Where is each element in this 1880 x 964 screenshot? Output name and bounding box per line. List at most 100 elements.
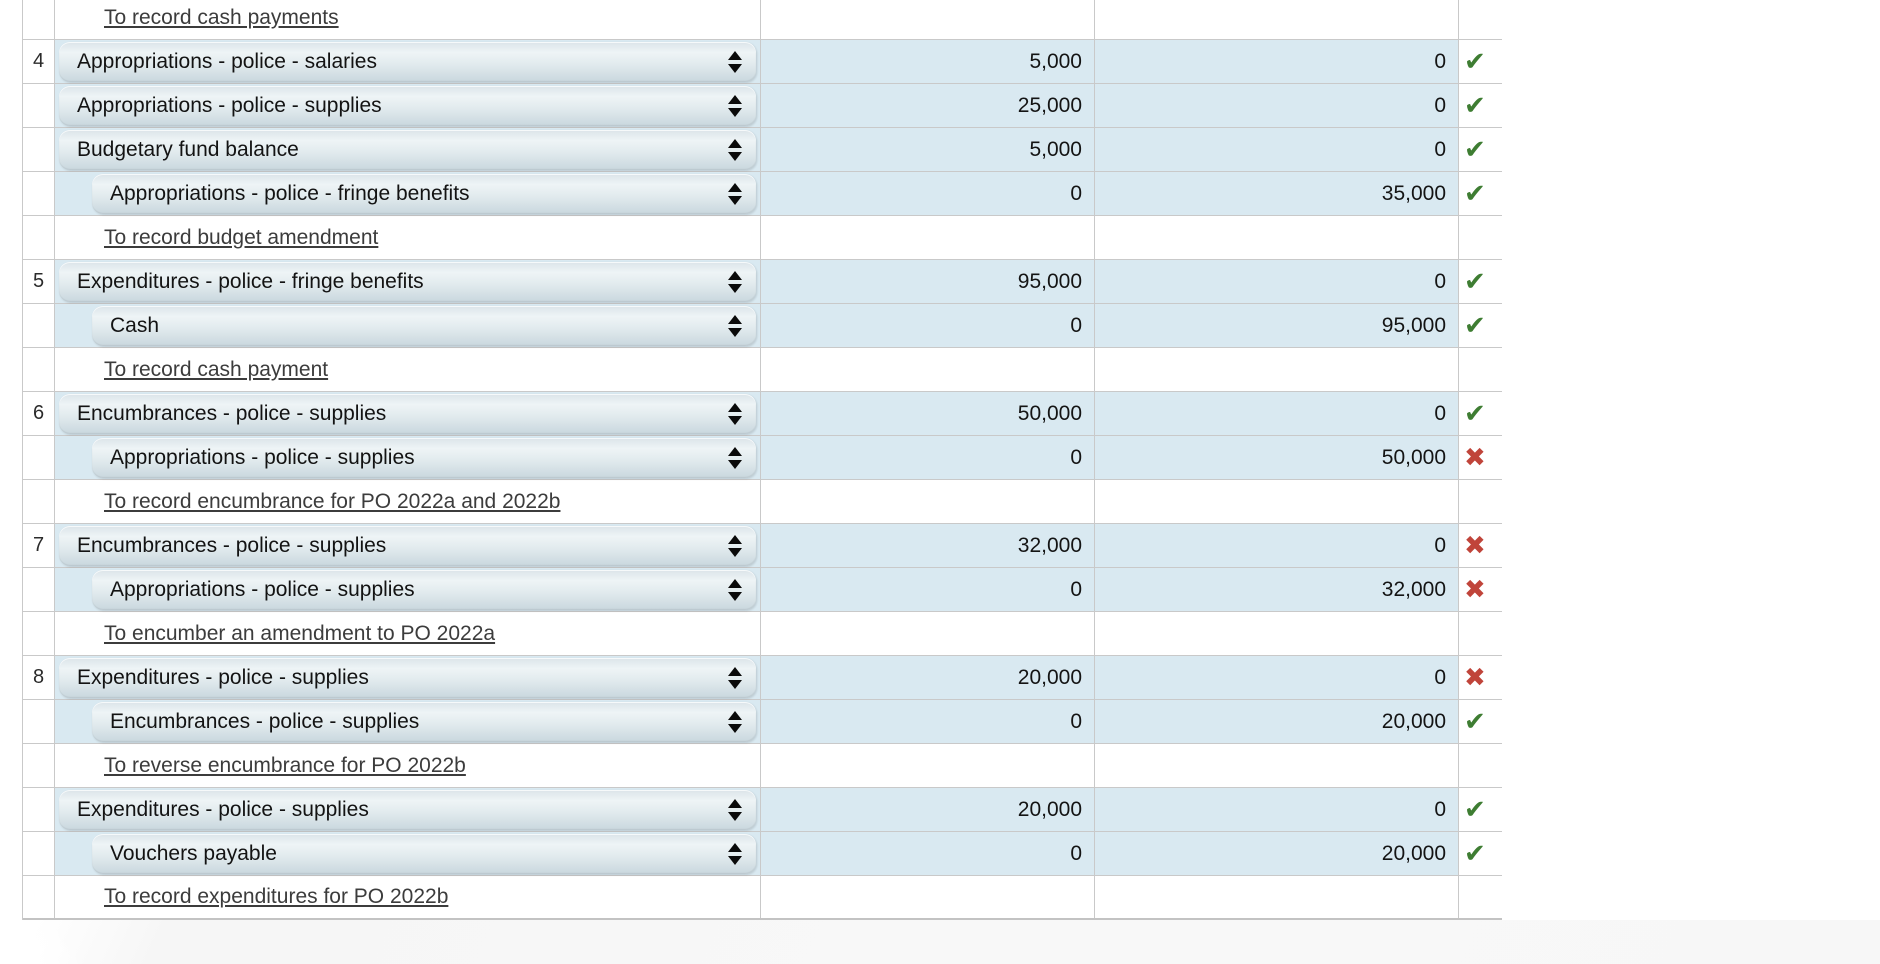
select-up-down-arrows-icon [728,842,742,865]
debit-amount-cell[interactable]: 0 [761,304,1095,347]
credit-amount-cell[interactable]: 32,000 [1095,568,1459,611]
memo-label: To record cash payments [104,5,339,29]
journal-row-entry: Expenditures - police - supplies 20,000 … [23,788,1502,832]
debit-amount-cell[interactable]: 25,000 [761,84,1095,127]
account-select[interactable]: Budgetary fund balance [59,129,756,170]
credit-amount-cell[interactable]: 0 [1095,84,1459,127]
select-up-down-arrows-icon [728,94,742,117]
journal-row-entry: 4 Appropriations - police - salaries 5,0… [23,40,1502,84]
memo-label: To encumber an amendment to PO 2022a [104,621,496,645]
entry-number-cell: 5 [23,260,55,303]
x-icon: ✖ [1464,662,1486,692]
debit-amount-cell[interactable]: 0 [761,700,1095,743]
account-select-value: Vouchers payable [110,841,277,865]
account-select[interactable]: Appropriations - police - fringe benefit… [92,173,756,214]
account-select[interactable]: Appropriations - police - salaries [59,41,756,82]
debit-amount-cell[interactable]: 50,000 [761,392,1095,435]
credit-amount-cell [1095,744,1459,787]
account-select-value: Encumbrances - police - supplies [77,401,387,425]
x-icon: ✖ [1464,574,1486,604]
journal-row-entry: Budgetary fund balance 5,000 0 ✔ [23,128,1502,172]
debit-amount-cell[interactable]: 20,000 [761,788,1095,831]
account-select[interactable]: Encumbrances - police - supplies [59,393,756,434]
entry-number-cell [23,700,55,743]
account-cell: Vouchers payable [55,832,761,875]
account-select[interactable]: Appropriations - police - supplies [59,85,756,126]
credit-amount-cell[interactable]: 20,000 [1095,832,1459,875]
account-select-value: Expenditures - police - supplies [77,797,369,821]
check-icon: ✔ [1464,178,1486,208]
account-select-value: Appropriations - police - salaries [77,49,377,73]
debit-amount-cell[interactable]: 32,000 [761,524,1095,567]
credit-amount-cell [1095,0,1459,39]
memo-label: To record expenditures for PO 2022b [104,885,449,908]
account-select[interactable]: Expenditures - police - supplies [59,657,756,698]
entry-number-cell [23,128,55,171]
credit-amount-cell[interactable]: 0 [1095,128,1459,171]
entry-number-cell [23,216,55,259]
account-select[interactable]: Encumbrances - police - supplies [92,701,756,742]
journal-row-entry: Appropriations - police - supplies 0 50,… [23,436,1502,480]
account-cell: Appropriations - police - salaries [55,40,761,83]
account-select-value: Appropriations - police - supplies [110,445,415,469]
debit-amount-cell[interactable]: 5,000 [761,128,1095,171]
entry-number-cell [23,568,55,611]
credit-amount-cell [1095,480,1459,523]
entry-number-cell: 6 [23,392,55,435]
account-select[interactable]: Cash [92,305,756,346]
credit-amount-cell[interactable]: 0 [1095,260,1459,303]
account-select[interactable]: Appropriations - police - supplies [92,437,756,478]
debit-amount-cell[interactable]: 0 [761,172,1095,215]
credit-amount-cell[interactable]: 0 [1095,788,1459,831]
credit-amount-cell[interactable]: 0 [1095,656,1459,699]
check-icon: ✔ [1464,90,1486,120]
account-select[interactable]: Expenditures - police - supplies [59,789,756,830]
journal-entry-table: To record cash payments 4 Appropriations… [22,0,1502,920]
journal-row-memo: To record encumbrance for PO 2022a and 2… [23,480,1502,524]
check-icon: ✔ [1464,706,1486,736]
account-cell: To reverse encumbrance for PO 2022b [55,744,761,787]
account-select[interactable]: Encumbrances - police - supplies [59,525,756,566]
credit-amount-cell[interactable]: 95,000 [1095,304,1459,347]
account-select[interactable]: Expenditures - police - fringe benefits [59,261,756,302]
select-up-down-arrows-icon [728,446,742,469]
debit-amount-cell [761,612,1095,655]
debit-amount-cell[interactable]: 0 [761,436,1095,479]
entry-number-cell [23,612,55,655]
credit-amount-cell[interactable]: 0 [1095,392,1459,435]
account-select-value: Budgetary fund balance [77,137,299,161]
account-cell: Appropriations - police - supplies [55,436,761,479]
journal-row-entry: Encumbrances - police - supplies 0 20,00… [23,700,1502,744]
credit-amount-cell[interactable]: 20,000 [1095,700,1459,743]
account-cell: Cash [55,304,761,347]
credit-amount-cell[interactable]: 50,000 [1095,436,1459,479]
debit-amount-cell[interactable]: 0 [761,832,1095,875]
select-up-down-arrows-icon [728,798,742,821]
credit-amount-cell[interactable]: 0 [1095,40,1459,83]
entry-number-cell [23,172,55,215]
page-bottom-shadow [0,920,1880,964]
debit-amount-cell[interactable]: 95,000 [761,260,1095,303]
account-select[interactable]: Appropriations - police - supplies [92,569,756,610]
account-cell: Appropriations - police - supplies [55,568,761,611]
journal-row-memo: To encumber an amendment to PO 2022a [23,612,1502,656]
memo-label: To reverse encumbrance for PO 2022b [104,753,466,777]
check-icon: ✔ [1464,310,1486,340]
journal-row-entry: 7 Encumbrances - police - supplies 32,00… [23,524,1502,568]
check-icon: ✔ [1464,838,1486,868]
debit-amount-cell[interactable]: 20,000 [761,656,1095,699]
entry-number-cell [23,348,55,391]
credit-amount-cell[interactable]: 0 [1095,524,1459,567]
debit-amount-cell[interactable]: 0 [761,568,1095,611]
account-select[interactable]: Vouchers payable [92,833,756,874]
account-select-value: Encumbrances - police - supplies [110,709,420,733]
select-up-down-arrows-icon [728,710,742,733]
entry-number-cell [23,876,55,918]
debit-amount-cell[interactable]: 5,000 [761,40,1095,83]
journal-row-memo: To record budget amendment [23,216,1502,260]
debit-amount-cell [761,480,1095,523]
credit-amount-cell [1095,612,1459,655]
check-icon: ✔ [1464,398,1486,428]
credit-amount-cell[interactable]: 35,000 [1095,172,1459,215]
journal-row-entry: Appropriations - police - supplies 25,00… [23,84,1502,128]
